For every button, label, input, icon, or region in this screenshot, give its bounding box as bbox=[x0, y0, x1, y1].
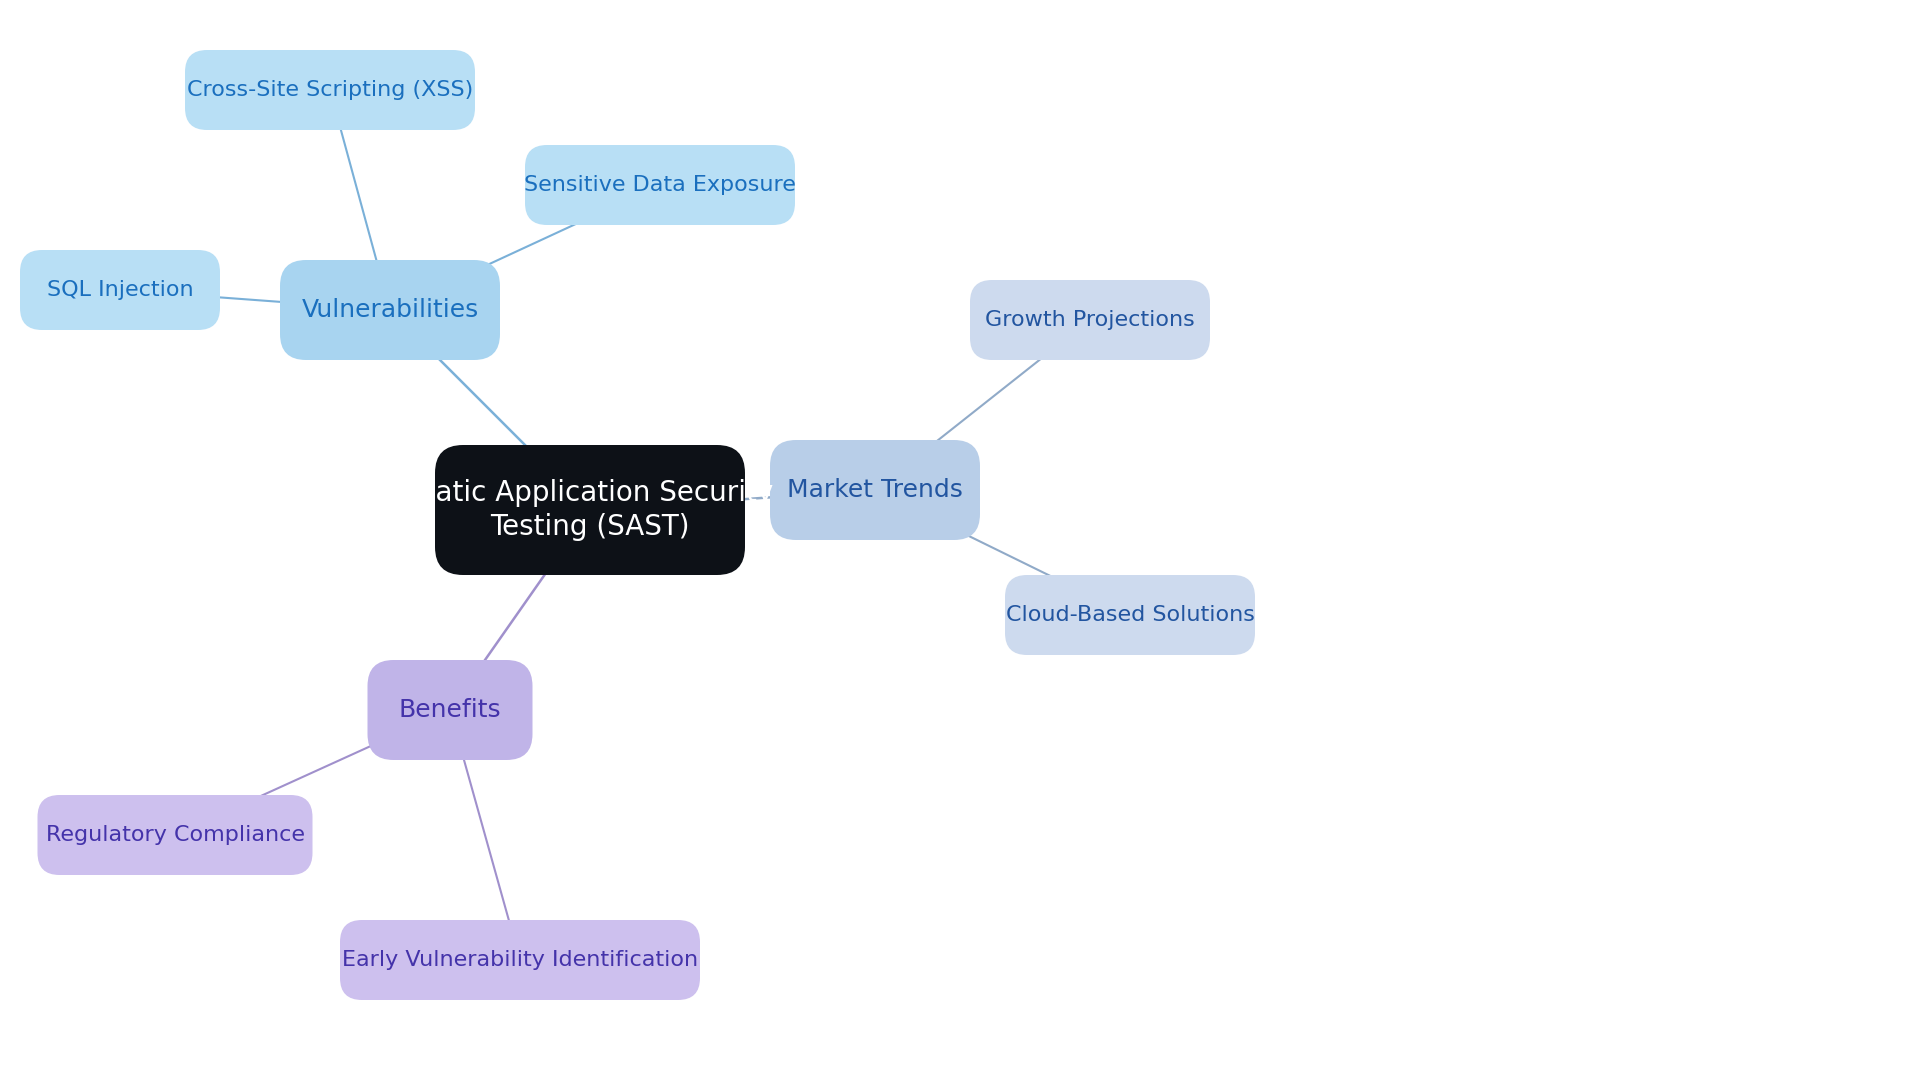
FancyBboxPatch shape bbox=[1004, 575, 1256, 655]
Text: Regulatory Compliance: Regulatory Compliance bbox=[46, 825, 305, 845]
Text: SQL Injection: SQL Injection bbox=[46, 280, 194, 300]
FancyBboxPatch shape bbox=[367, 660, 532, 760]
FancyBboxPatch shape bbox=[280, 260, 499, 360]
FancyBboxPatch shape bbox=[970, 280, 1210, 360]
Text: Sensitive Data Exposure: Sensitive Data Exposure bbox=[524, 175, 797, 195]
Text: Benefits: Benefits bbox=[399, 699, 501, 722]
Text: Cross-Site Scripting (XSS): Cross-Site Scripting (XSS) bbox=[186, 80, 472, 100]
FancyBboxPatch shape bbox=[770, 440, 979, 540]
FancyBboxPatch shape bbox=[524, 145, 795, 225]
Text: Cloud-Based Solutions: Cloud-Based Solutions bbox=[1006, 605, 1254, 625]
Text: Early Vulnerability Identification: Early Vulnerability Identification bbox=[342, 950, 699, 970]
FancyBboxPatch shape bbox=[184, 50, 474, 130]
Text: Market Trends: Market Trends bbox=[787, 478, 964, 503]
Text: Vulnerabilities: Vulnerabilities bbox=[301, 298, 478, 322]
FancyBboxPatch shape bbox=[38, 795, 313, 875]
FancyBboxPatch shape bbox=[436, 445, 745, 575]
FancyBboxPatch shape bbox=[340, 919, 701, 1000]
Text: Growth Projections: Growth Projections bbox=[985, 310, 1194, 330]
FancyBboxPatch shape bbox=[19, 250, 221, 330]
Text: Static Application Security
Testing (SAST): Static Application Security Testing (SAS… bbox=[407, 479, 774, 542]
